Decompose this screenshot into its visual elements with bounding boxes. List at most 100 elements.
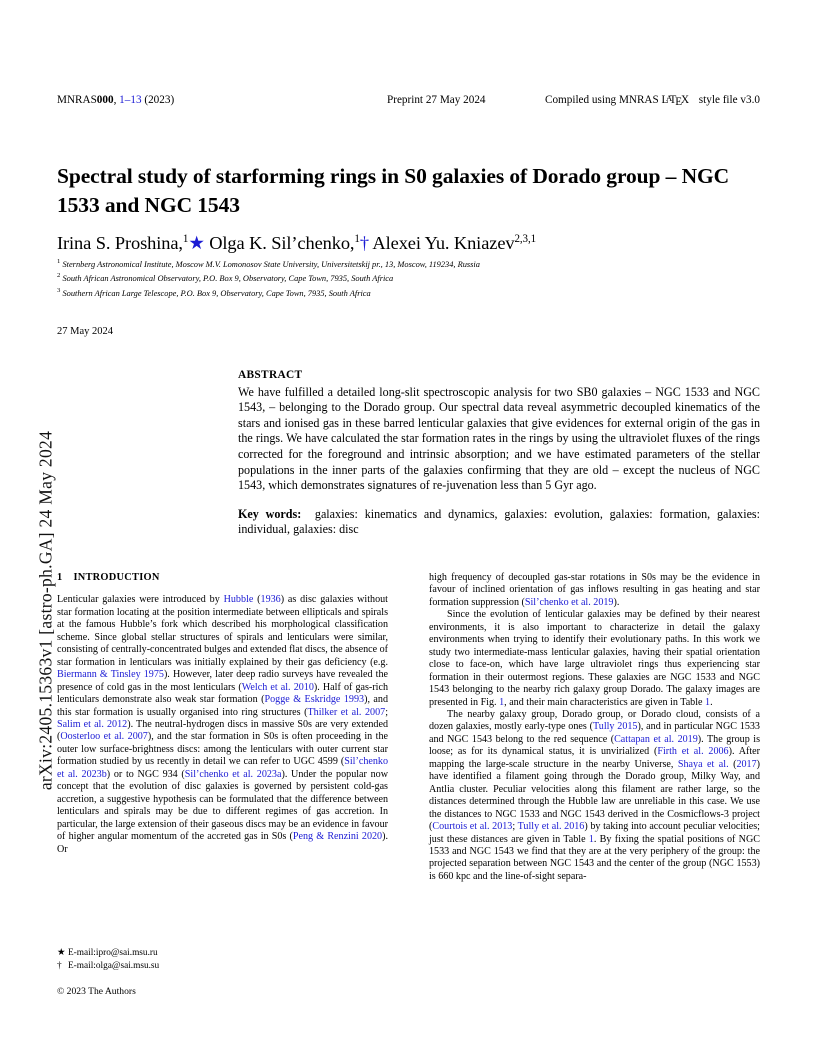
affiliation-item: 1 Sternberg Astronomical Institute, Mosc… [57,256,757,270]
affiliation-number: 2 [57,272,61,280]
page-range-link[interactable]: 1–13 [119,94,142,106]
body-text: ; [385,706,388,718]
citation-link[interactable]: Firth et al. 2006 [657,746,729,758]
footnote-marker: † [57,961,62,971]
citation-link[interactable]: Welch et al. 2010 [241,681,314,693]
affiliation-text: Southern African Large Telescope, P.O. B… [62,288,371,298]
body-text: ). The group is loose; as for its dynami… [429,733,760,758]
citation-link[interactable]: Sil’chenko et al. 2019 [524,596,614,608]
citation-link[interactable]: Peng & Renzini 2020 [292,831,383,843]
citation-link[interactable]: Hubble [223,594,254,606]
author-3-affiliation-marker: 2,3,1 [514,233,537,245]
author-1-affiliation-marker: 1 [182,233,189,245]
body-text: . [710,696,713,708]
citation-link[interactable]: 2017 [736,758,757,770]
footnote-marker: ★ [57,948,66,958]
arxiv-identifier-stamp: arXiv:2405.15363v1 [astro-ph.GA] 24 May … [35,430,56,791]
citation-link[interactable]: Shaya et al. [677,758,729,770]
citation-link[interactable]: Sil’chenko et al. 2023a [184,768,282,780]
citation-link[interactable]: 1 [499,696,505,708]
footnote-email[interactable]: E-mail:olga@sai.msu.su [68,961,160,971]
body-text: ). After mapping the large-scale structu… [429,746,760,770]
publication-date: 27 May 2024 [57,326,113,337]
citation-link[interactable]: Pogge & Eskridge 1993 [264,694,365,706]
body-text: ), and this star formation is usually or… [57,694,389,718]
body-text: ). Half of gas-rich lenticulars demonstr… [57,681,388,706]
citation-link[interactable]: Tully 2015 [592,721,638,733]
compiled-style-note: Compiled using MNRAS LATEX style file v3… [544,92,760,109]
body-text: high frequency of decoupled gas-star rot… [429,572,760,608]
right-column: high frequency of decoupled gas-star rot… [429,572,760,883]
body-text: The nearby galaxy group, Dorado group, o… [429,708,760,733]
copyright-line: © 2023 The Authors [57,986,136,997]
body-text: ), and the star formation in S0s is ofte… [57,731,388,768]
body-text: ) by taking into account peculiar veloci… [429,821,760,845]
paragraph: high frequency of decoupled gas-star rot… [429,572,760,609]
keywords-spacer [301,507,315,521]
body-text: ) as disc galaxies without star formatio… [57,594,389,668]
journal-name: MNRAS [57,94,97,106]
citation-link[interactable]: 1936 [260,594,281,606]
footnote-email[interactable]: E-mail:ipro@sai.msu.ru [68,948,158,958]
author-2-email-marker[interactable]: † [359,233,369,254]
section-heading-introduction: 1 INTRODUCTION [57,572,388,584]
keywords-block: Key words: galaxies: kinematics and dyna… [238,507,760,538]
citation-link[interactable]: Oosterloo et al. 2007 [60,731,148,743]
journal-volume: 000 [96,94,114,106]
author-list: Irina S. Proshina,1★ Olga K. Sil’chenko,… [57,228,757,255]
affiliation-text: South African Astronomical Observatory, … [62,274,394,284]
citation-link[interactable]: Salim et al. 2012 [57,718,128,730]
body-text: Lenticular galaxies were introduced by [57,594,224,606]
body-text: ) have identified a filament going throu… [429,758,761,833]
footnote-rule [57,940,175,941]
footnote-item: † E-mail:olga@sai.msu.su [57,960,388,973]
citation-link[interactable]: 1 [705,696,711,708]
body-text: ) or to NGC 934 ( [106,768,185,780]
citation-link[interactable]: Cattapan et al. 2019 [614,733,698,745]
body-text: Since the evolution of lenticular galaxi… [429,609,760,708]
paragraph: Since the evolution of lenticular galaxi… [429,609,760,709]
paper-page: MNRAS000, 1–13 (2023) Preprint 27 May 20… [57,0,760,1056]
author-1-email-marker[interactable]: ★ [188,233,205,254]
running-head: MNRAS000, 1–13 (2023) Preprint 27 May 20… [57,92,760,109]
affiliation-item: 2 South African Astronomical Observatory… [57,270,757,284]
citation-link[interactable]: 1 [588,833,594,845]
abstract-heading: ABSTRACT [238,369,303,381]
citation-link[interactable]: Tully et al. 2016 [517,821,585,833]
abstract-block: ABSTRACT We have fulfilled a detailed lo… [238,368,760,538]
body-text: ). [613,596,620,608]
abstract-text: We have fulfilled a detailed long-slit s… [238,384,760,493]
citation-link[interactable]: Courtois et al. 2013 [432,821,513,833]
affiliation-item: 3 Southern African Large Telescope, P.O.… [57,285,757,299]
publication-year: (2023) [144,94,175,106]
body-text: ( [728,758,737,770]
affiliation-number: 1 [57,258,61,265]
affiliation-list: 1 Sternberg Astronomical Institute, Mosc… [57,256,757,299]
author-1-name: Irina S. Proshina, [57,233,183,254]
compiled-suffix: style file v3.0 [695,94,760,106]
citation-link[interactable]: Sil’chenko et al. 2023b [57,756,388,780]
keywords-label: Key words: [238,506,302,521]
section-number: 1 [57,572,63,583]
paper-title: Spectral study of starforming rings in S… [57,164,730,217]
body-text: . By fixing the spatial positions of NGC… [429,833,760,882]
latex-logo: LATEX [661,92,690,109]
author-3-name: Alexei Yu. Kniazev [368,233,515,254]
running-head-citation: MNRAS000, 1–13 (2023) [57,93,174,107]
body-text: ). Under the popular now concept that th… [57,768,388,843]
body-text: ). Or [57,831,388,855]
body-text: ). The neutral-hydrogen discs in massive… [57,718,389,743]
body-text: , and their main characteristics are giv… [504,696,706,708]
citation-link[interactable]: Thilker et al. 2007 [307,706,386,718]
paragraph: Lenticular galaxies were introduced by H… [57,594,388,856]
comma-separator: , [113,94,120,106]
author-2-name: Olga K. Sil’chenko, [204,233,355,254]
preprint-date: Preprint 27 May 2024 [387,94,486,106]
affiliation-number: 3 [57,286,61,294]
citation-link[interactable]: Biermann & Tinsley 1975 [57,669,164,681]
author-2-affiliation-marker: 1 [354,233,360,245]
compiled-prefix: Compiled using MNRAS [544,94,662,106]
body-text: ; [512,821,518,833]
body-text: ( [253,594,261,606]
body-text: ), and in particular NGC 1533 and NGC 15… [429,721,760,745]
